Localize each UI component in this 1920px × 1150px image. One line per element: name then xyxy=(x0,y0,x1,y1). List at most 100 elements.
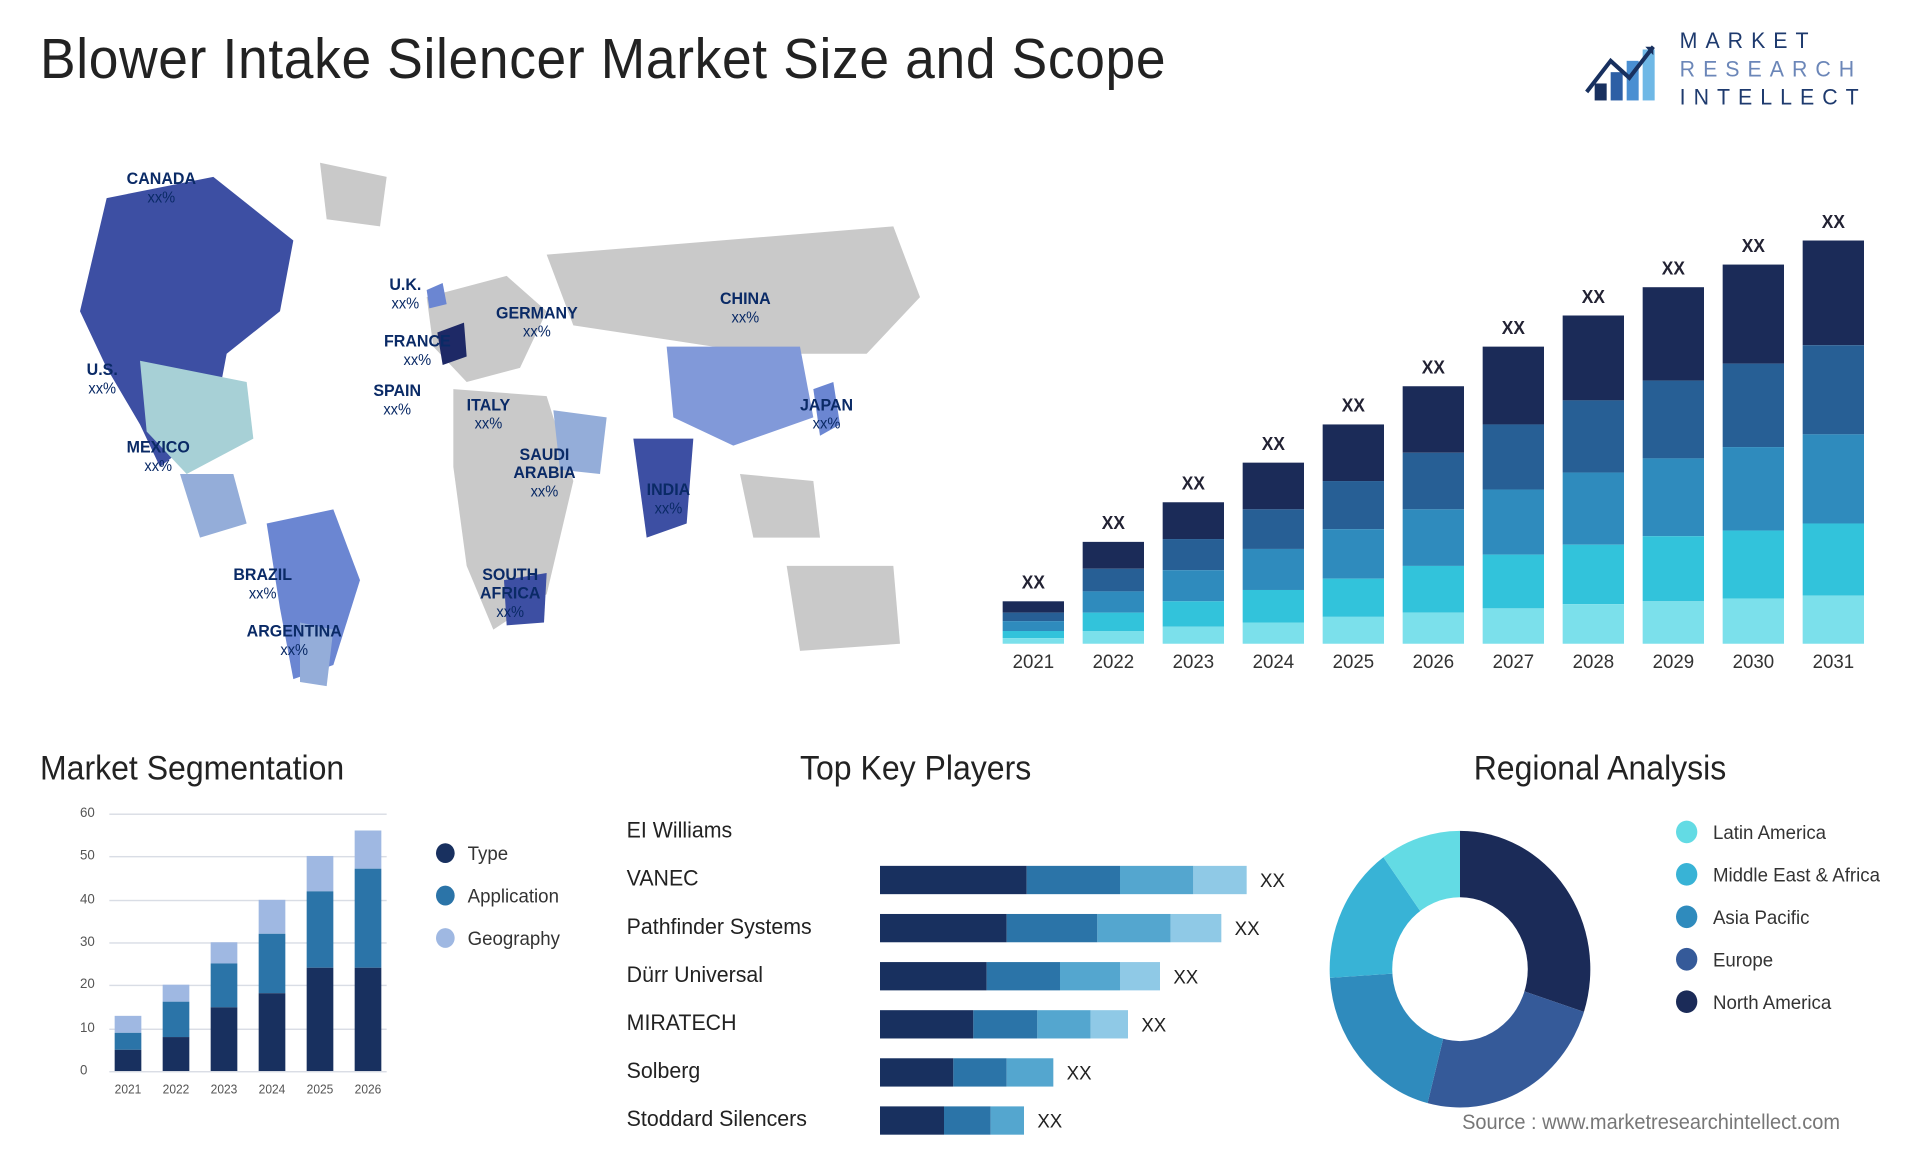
map-label: FRANCExx% xyxy=(384,332,451,369)
key-player-name: MIRATECH xyxy=(627,1012,880,1037)
main-bar-value-label: XX xyxy=(1422,357,1445,378)
regional-legend-item: Latin America xyxy=(1676,821,1880,844)
seg-year: 2022 xyxy=(157,1082,194,1096)
regional-legend-item: Europe xyxy=(1676,948,1880,971)
seg-year: 2024 xyxy=(253,1082,290,1096)
map-label: U.K.xx% xyxy=(389,276,421,313)
seg-bar-col xyxy=(253,899,290,1071)
key-player-row: VANECXX xyxy=(627,862,1294,899)
legend-label: Middle East & Africa xyxy=(1713,863,1880,886)
main-bar-value-label: XX xyxy=(1822,211,1845,232)
key-player-row: MIRATECHXX xyxy=(627,1006,1294,1043)
main-bar-value-label: XX xyxy=(1182,473,1205,494)
main-bar-col: XX xyxy=(1800,211,1867,644)
key-player-value: XX xyxy=(1173,965,1198,988)
seg-legend-item: Type xyxy=(436,842,560,865)
map-label: U.S.xx% xyxy=(87,361,118,398)
key-player-name: VANEC xyxy=(627,867,880,892)
key-player-row: Dürr Universal XX xyxy=(627,958,1294,995)
key-player-name: Dürr Universal xyxy=(627,963,880,988)
segmentation-legend: Type Application Geography xyxy=(436,842,560,969)
map-label: ARGENTINAxx% xyxy=(247,623,342,660)
seg-year: 2021 xyxy=(109,1082,146,1096)
main-bar-col: XX xyxy=(1400,357,1467,644)
map-label: ITALYxx% xyxy=(467,396,511,433)
key-player-value: XX xyxy=(1037,1109,1062,1132)
legend-swatch xyxy=(436,886,455,906)
main-bar-value-label: XX xyxy=(1662,258,1685,279)
main-bar-value-label: XX xyxy=(1022,572,1045,593)
key-player-bar xyxy=(880,1010,1128,1038)
regional-legend: Latin America Middle East & Africa Asia Pa… xyxy=(1676,821,1880,1033)
legend-label: Geography xyxy=(468,927,560,950)
seg-legend-item: Geography xyxy=(436,927,560,950)
key-player-name: Solberg xyxy=(627,1060,880,1085)
key-player-bar xyxy=(880,1058,1053,1086)
seg-ytick: 20 xyxy=(80,977,95,993)
main-bar-value-label: XX xyxy=(1742,235,1765,256)
regional-donut-chart xyxy=(1307,806,1614,1131)
logo-line1: MARKET xyxy=(1680,28,1867,56)
main-bar-year: 2027 xyxy=(1480,649,1547,672)
legend-label: Latin America xyxy=(1713,821,1826,844)
seg-bar-col xyxy=(205,942,242,1071)
regional-legend-item: North America xyxy=(1676,990,1880,1013)
regional-legend-item: Middle East & Africa xyxy=(1676,863,1880,886)
key-players-section: Top Key Players EI WilliamsVANECXXPathfi… xyxy=(627,750,1294,1104)
legend-label: North America xyxy=(1713,990,1831,1013)
main-bar-value-label: XX xyxy=(1342,395,1365,416)
legend-label: Europe xyxy=(1713,948,1773,971)
key-player-name: EI Williams xyxy=(627,819,880,844)
main-bar-col: XX xyxy=(1640,258,1707,644)
seg-year: 2025 xyxy=(301,1082,338,1096)
market-segmentation-section: Market Segmentation 0102030405060 202120… xyxy=(40,750,573,1104)
map-label: BRAZILxx% xyxy=(233,566,292,603)
seg-ytick: 40 xyxy=(80,892,95,908)
key-player-row: SolbergXX xyxy=(627,1054,1294,1091)
key-player-value: XX xyxy=(1235,917,1260,940)
logo-icon xyxy=(1584,35,1664,106)
key-player-row: Pathfinder Systems XX xyxy=(627,910,1294,947)
key-player-row: EI Williams xyxy=(627,814,1294,851)
segmentation-chart: 0102030405060 202120222023202420252026 xyxy=(80,814,387,1097)
legend-label: Application xyxy=(468,884,559,907)
page-title: Blower Intake Silencer Market Size and S… xyxy=(40,28,1166,92)
main-bar-value-label: XX xyxy=(1262,433,1285,454)
main-growth-chart: XXXXXXXXXXXXXXXXXXXXXX 20212022202320242… xyxy=(1000,163,1867,672)
regional-title: Regional Analysis xyxy=(1320,750,1880,790)
key-player-bar xyxy=(880,1106,1024,1134)
map-label: MEXICOxx% xyxy=(127,439,190,476)
legend-label: Asia Pacific xyxy=(1713,905,1809,928)
seg-ytick: 0 xyxy=(80,1063,87,1079)
map-label: JAPANxx% xyxy=(800,396,853,433)
main-bar-year: 2029 xyxy=(1640,649,1707,672)
map-label: SOUTHAFRICAxx% xyxy=(480,566,540,622)
world-map: CANADAxx%U.S.xx%MEXICOxx%BRAZILxx%ARGENT… xyxy=(13,141,946,707)
main-bar-col: XX xyxy=(1480,317,1547,644)
map-label: CHINAxx% xyxy=(720,290,771,327)
main-bar-value-label: XX xyxy=(1502,317,1525,338)
main-bar-year: 2024 xyxy=(1240,649,1307,672)
logo-line3: INTELLECT xyxy=(1680,85,1867,113)
main-bar-col: XX xyxy=(1240,433,1307,644)
seg-ytick: 10 xyxy=(80,1020,95,1036)
logo-line2: RESEARCH xyxy=(1680,57,1867,85)
legend-label: Type xyxy=(468,842,508,865)
main-bar-col: XX xyxy=(1560,286,1627,644)
main-bar-year: 2023 xyxy=(1160,649,1227,672)
main-bar-col: XX xyxy=(1320,395,1387,644)
seg-ytick: 30 xyxy=(80,934,95,950)
legend-swatch xyxy=(436,928,455,948)
infographic-page: Blower Intake Silencer Market Size and S… xyxy=(0,0,1920,1146)
seg-bar-col xyxy=(109,1015,146,1071)
main-bar-year: 2030 xyxy=(1720,649,1787,672)
brand-logo: MARKET RESEARCH INTELLECT xyxy=(1584,28,1867,113)
main-bar-year: 2022 xyxy=(1080,649,1147,672)
main-bar-value-label: XX xyxy=(1102,512,1125,533)
segmentation-title: Market Segmentation xyxy=(40,750,573,790)
key-player-name: Pathfinder Systems xyxy=(627,915,880,940)
source-credit: Source : www.marketresearchintellect.com xyxy=(1462,1111,1840,1135)
main-bar-col: XX xyxy=(1160,473,1227,644)
seg-year: 2023 xyxy=(205,1082,242,1096)
main-bar-year: 2025 xyxy=(1320,649,1387,672)
